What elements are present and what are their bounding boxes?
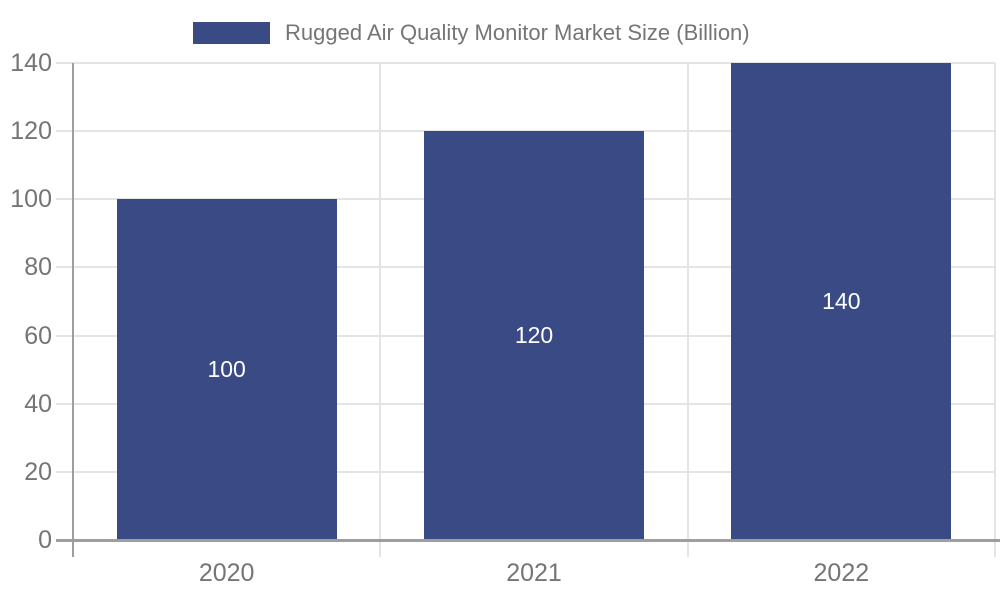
x-axis-tick-label: 2021 [506, 559, 562, 587]
gridline-x [994, 63, 996, 557]
y-axis-tick-label: 0 [38, 526, 52, 554]
y-axis-tick-label: 140 [10, 49, 52, 77]
y-axis-tick-label: 100 [10, 185, 52, 214]
y-axis-tick-label: 120 [10, 117, 52, 146]
y-axis-line [72, 63, 74, 557]
bar-2020[interactable]: 100 [116, 199, 337, 540]
bar-value-label: 100 [207, 356, 246, 383]
bar-2022[interactable]: 140 [731, 63, 952, 540]
x-axis-tick-label: 2022 [813, 559, 870, 587]
legend-label: Rugged Air Quality Monitor Market Size (… [285, 20, 750, 45]
legend[interactable]: Rugged Air Quality Monitor Market Size (… [193, 20, 750, 46]
gridline-x [686, 63, 689, 557]
y-axis-tick-label: 40 [24, 389, 52, 418]
y-axis-tick-label: 80 [24, 253, 52, 282]
x-axis-line [56, 539, 1000, 542]
legend-swatch [193, 22, 270, 44]
gridline-y-140 [56, 62, 995, 64]
x-axis-tick-label: 2020 [198, 559, 255, 587]
y-axis-tick-label: 60 [24, 321, 52, 350]
bar-value-label: 120 [514, 322, 554, 349]
bar-2021[interactable]: 120 [424, 131, 644, 540]
gridline-x [379, 63, 382, 557]
bar-value-label: 140 [822, 288, 861, 314]
y-axis-tick-label: 20 [24, 457, 52, 486]
